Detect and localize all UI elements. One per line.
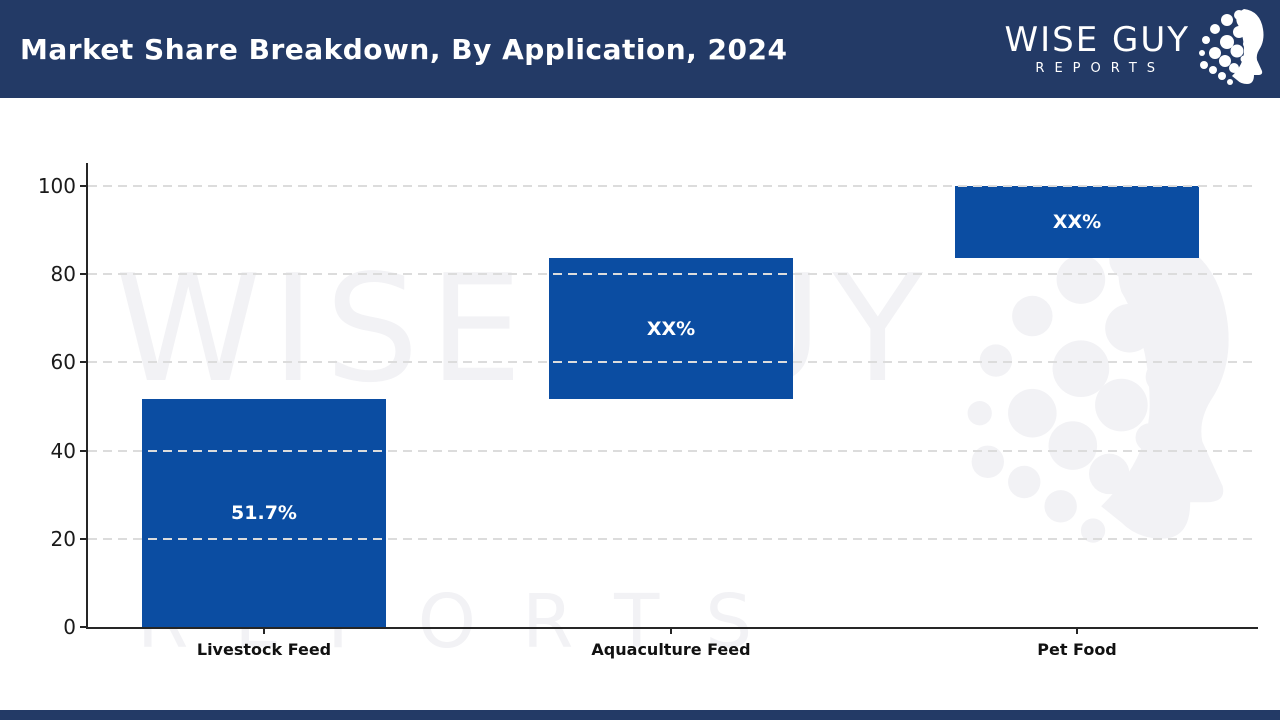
y-tick-label: 80 — [50, 262, 76, 287]
bar-pet-food: XX% — [955, 186, 1199, 259]
header-bar: Market Share Breakdown, By Application, … — [0, 0, 1280, 98]
y-tick-label: 100 — [37, 174, 76, 198]
gridline-20 — [88, 537, 1258, 540]
wise-guy-head-icon — [1199, 9, 1264, 85]
y-tick-label: 60 — [50, 350, 76, 375]
page-title: Market Share Breakdown, By Application, … — [20, 32, 788, 66]
y-tick-label: 20 — [50, 526, 76, 551]
bar-chart: 0 20 40 60 80 100 51.7% XX% XX% Livestock Feed Aqu… — [0, 98, 1280, 710]
bar-value-label: XX% — [1052, 211, 1102, 234]
y-tick-mark — [80, 626, 88, 628]
gridline-100 — [88, 185, 1258, 187]
brand-logo: WISE GUY REPORTS — [1004, 7, 1280, 91]
x-category-label: Aquaculture Feed — [591, 640, 751, 659]
gridline-80 — [88, 273, 1258, 276]
x-tick-mark — [670, 627, 672, 634]
y-axis-line — [86, 163, 88, 629]
brand-subtitle: REPORTS — [1035, 60, 1166, 76]
y-tick-mark — [80, 361, 88, 364]
y-tick-label: 0 — [63, 615, 76, 639]
gridline-60 — [88, 361, 1258, 364]
x-category-label: Livestock Feed — [196, 640, 332, 659]
x-tick-mark — [1076, 627, 1078, 634]
y-tick-mark — [80, 449, 88, 452]
bar-aquaculture-feed: XX% — [549, 258, 793, 399]
bar-livestock-feed: 51.7% — [142, 399, 386, 627]
brand-logo-text: WISE GUY REPORTS — [1004, 23, 1190, 76]
bar-value-label: 51.7% — [231, 501, 297, 524]
y-tick-mark — [80, 185, 88, 187]
gridline-40 — [88, 449, 1258, 452]
footer-bar — [0, 710, 1280, 720]
y-tick-mark — [80, 273, 88, 276]
brand-name: WISE GUY — [1004, 19, 1190, 60]
y-tick-label: 40 — [50, 438, 76, 463]
x-tick-mark — [263, 627, 265, 634]
x-category-label: Pet Food — [1037, 640, 1117, 659]
bar-value-label: XX% — [646, 317, 696, 340]
x-axis-line — [86, 627, 1258, 629]
y-tick-mark — [80, 537, 88, 540]
